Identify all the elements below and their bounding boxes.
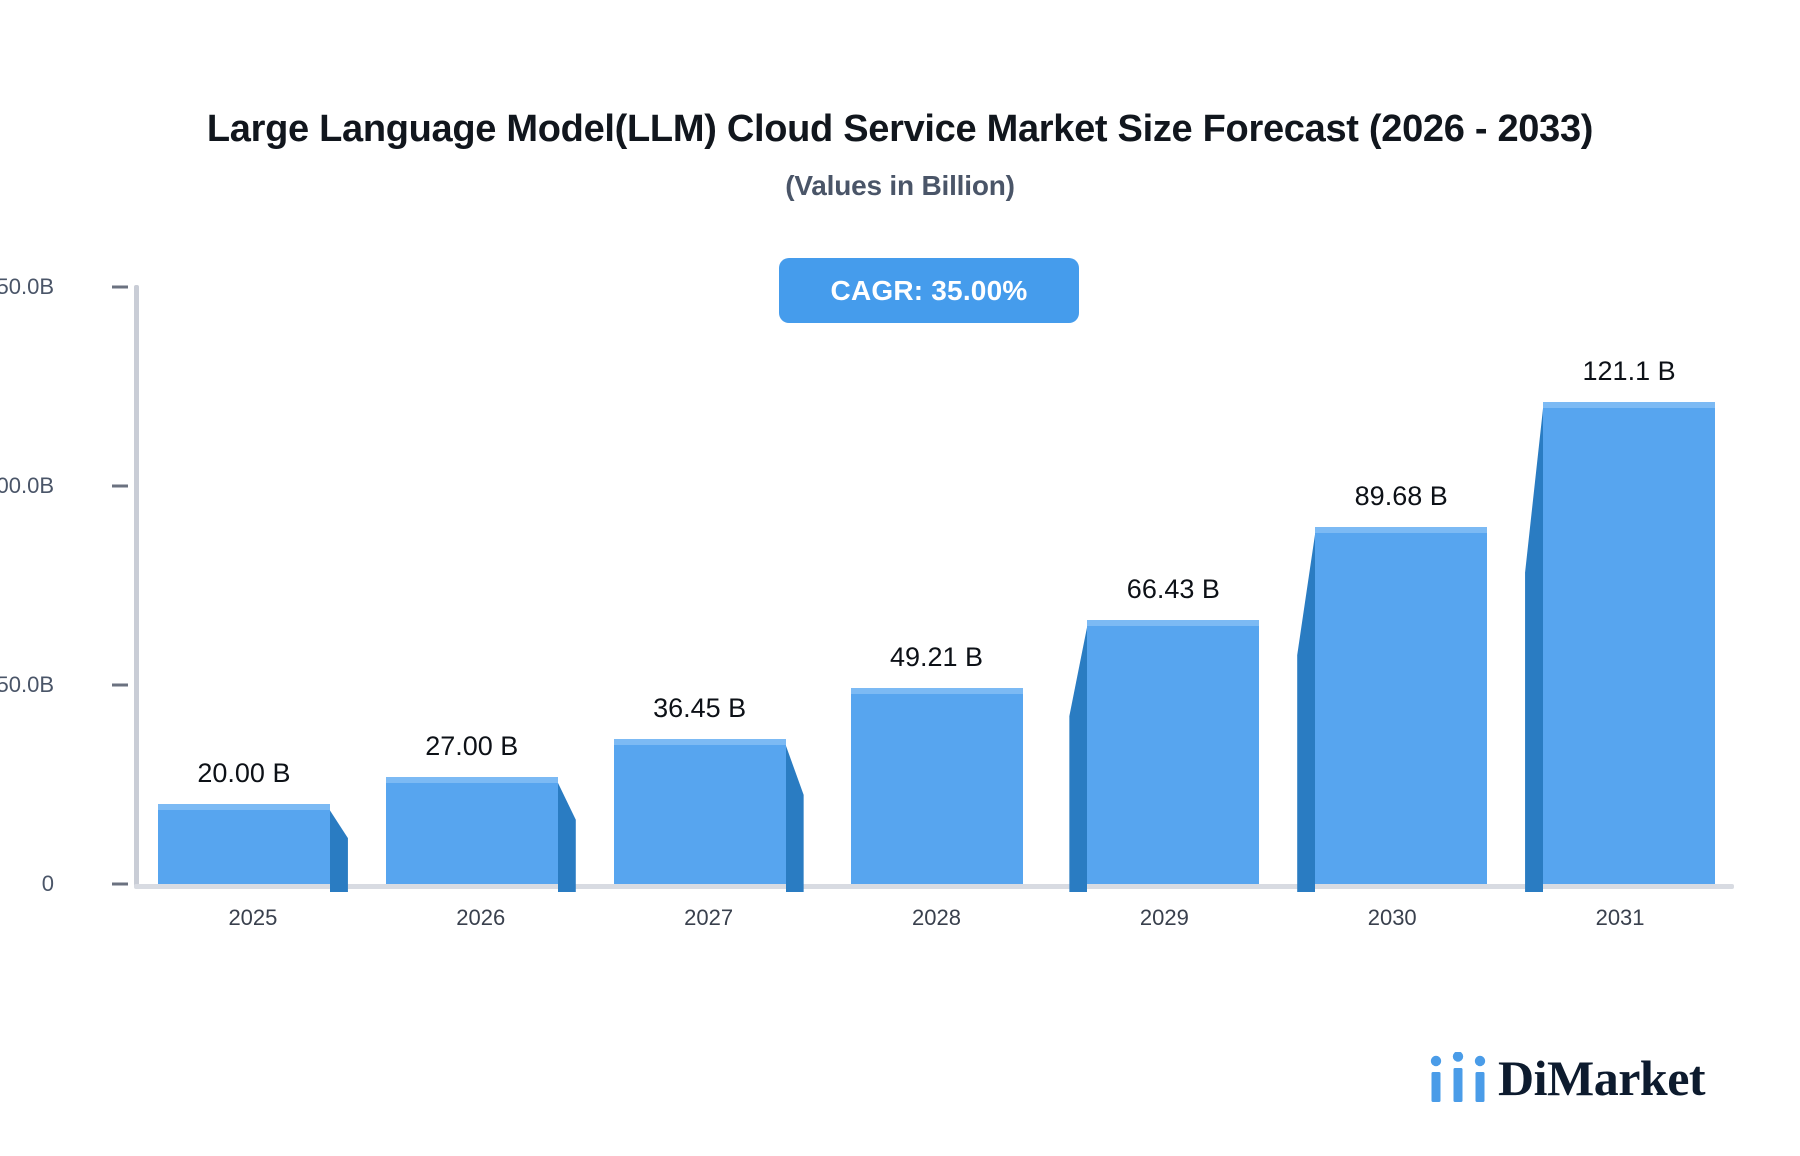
y-axis-tick-label: 0 [41, 871, 54, 896]
bar-front-face [613, 744, 786, 884]
chart-subtitle: (Values in Billion) [785, 170, 1015, 201]
x-axis-tick-label: 2025 [228, 905, 278, 930]
bar-front-face [1543, 408, 1716, 884]
chart-title: Large Language Model(LLM) Cloud Service … [206, 108, 1594, 150]
x-axis-tick-label: 2026 [456, 905, 506, 930]
y-axis-tick-mark [112, 882, 128, 886]
bar-value-label: 49.21 B [889, 642, 984, 673]
bar-front-face [850, 694, 1023, 884]
y-axis-tick-label: 100.0B [0, 473, 54, 498]
bar-top-face [1543, 402, 1716, 410]
y-axis-tick-mark [112, 683, 128, 687]
bar-top-face [850, 688, 1023, 696]
bar-top-face [157, 804, 330, 812]
bar-top-face [613, 738, 786, 746]
x-axis-tick-label: 2027 [684, 905, 734, 930]
bar-value-label: 89.68 B [1354, 481, 1448, 512]
bar-front-face [157, 810, 330, 884]
bar-value-label: 121.1 B [1582, 356, 1676, 387]
y-axis-tick-mark [112, 484, 128, 488]
y-axis-tick-mark [112, 285, 128, 289]
bar-side-face [1525, 408, 1544, 892]
bar-front-face [1315, 533, 1488, 884]
brand-logo: DiMarket [1428, 1046, 1706, 1110]
bar-front-face [385, 782, 558, 884]
brand-logo-text: DiMarket [1498, 1050, 1706, 1106]
y-axis-tick-label: 50.0B [0, 672, 54, 697]
x-axis-tick-label: 2031 [1595, 905, 1645, 930]
cagr-badge: CAGR: 35.00% [779, 258, 1079, 323]
x-axis-line [134, 884, 1734, 889]
cagr-badge-label: CAGR: 35.00% [830, 274, 1028, 306]
bar-top-face [1087, 619, 1260, 627]
bar-top-face [1315, 527, 1488, 535]
bar-value-label: 66.43 B [1126, 573, 1220, 604]
bar-front-face [1087, 625, 1260, 884]
bar-value-label: 36.45 B [653, 692, 747, 723]
bar-value-label: 27.00 B [425, 730, 519, 761]
x-axis-tick-label: 2030 [1367, 905, 1417, 930]
bar-top-face [385, 776, 558, 784]
y-axis-tick-label: 150.0B [0, 274, 54, 299]
x-axis-tick-label: 2029 [1139, 905, 1189, 930]
y-axis-line [134, 285, 139, 888]
bar-chart-logo-icon [1430, 1052, 1486, 1102]
x-axis-tick-label: 2028 [912, 905, 961, 930]
bar-value-label: 20.00 B [197, 758, 291, 789]
